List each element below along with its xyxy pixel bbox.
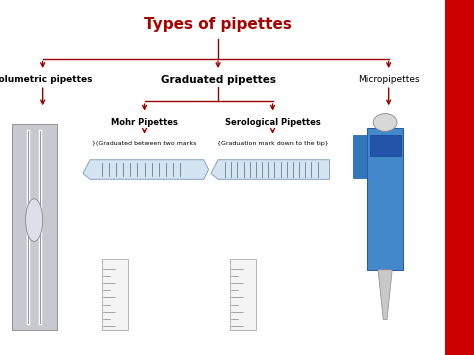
Circle shape [373, 114, 397, 131]
Polygon shape [378, 270, 392, 320]
Text: Graduated pipettes: Graduated pipettes [161, 75, 275, 85]
Text: Mohr Pipettes: Mohr Pipettes [111, 118, 178, 127]
Bar [230, 259, 256, 330]
Text: Serological Pipettes: Serological Pipettes [225, 118, 320, 127]
Text: Types of pipettes: Types of pipettes [144, 17, 292, 32]
Text: {Graduation mark down to the tip}: {Graduation mark down to the tip} [217, 141, 328, 146]
Text: Volumetric pipettes: Volumetric pipettes [0, 75, 93, 84]
Text: Micropipettes: Micropipettes [358, 75, 419, 84]
Bar [370, 135, 401, 156]
Bar [12, 124, 57, 330]
Bar [353, 135, 367, 178]
Text: }(Graduated between two marks: }(Graduated between two marks [92, 141, 197, 146]
Bar [367, 128, 403, 270]
Bar [445, 0, 474, 355]
Polygon shape [211, 160, 329, 179]
Bar [102, 259, 128, 330]
Polygon shape [83, 160, 209, 179]
Ellipse shape [26, 199, 43, 241]
